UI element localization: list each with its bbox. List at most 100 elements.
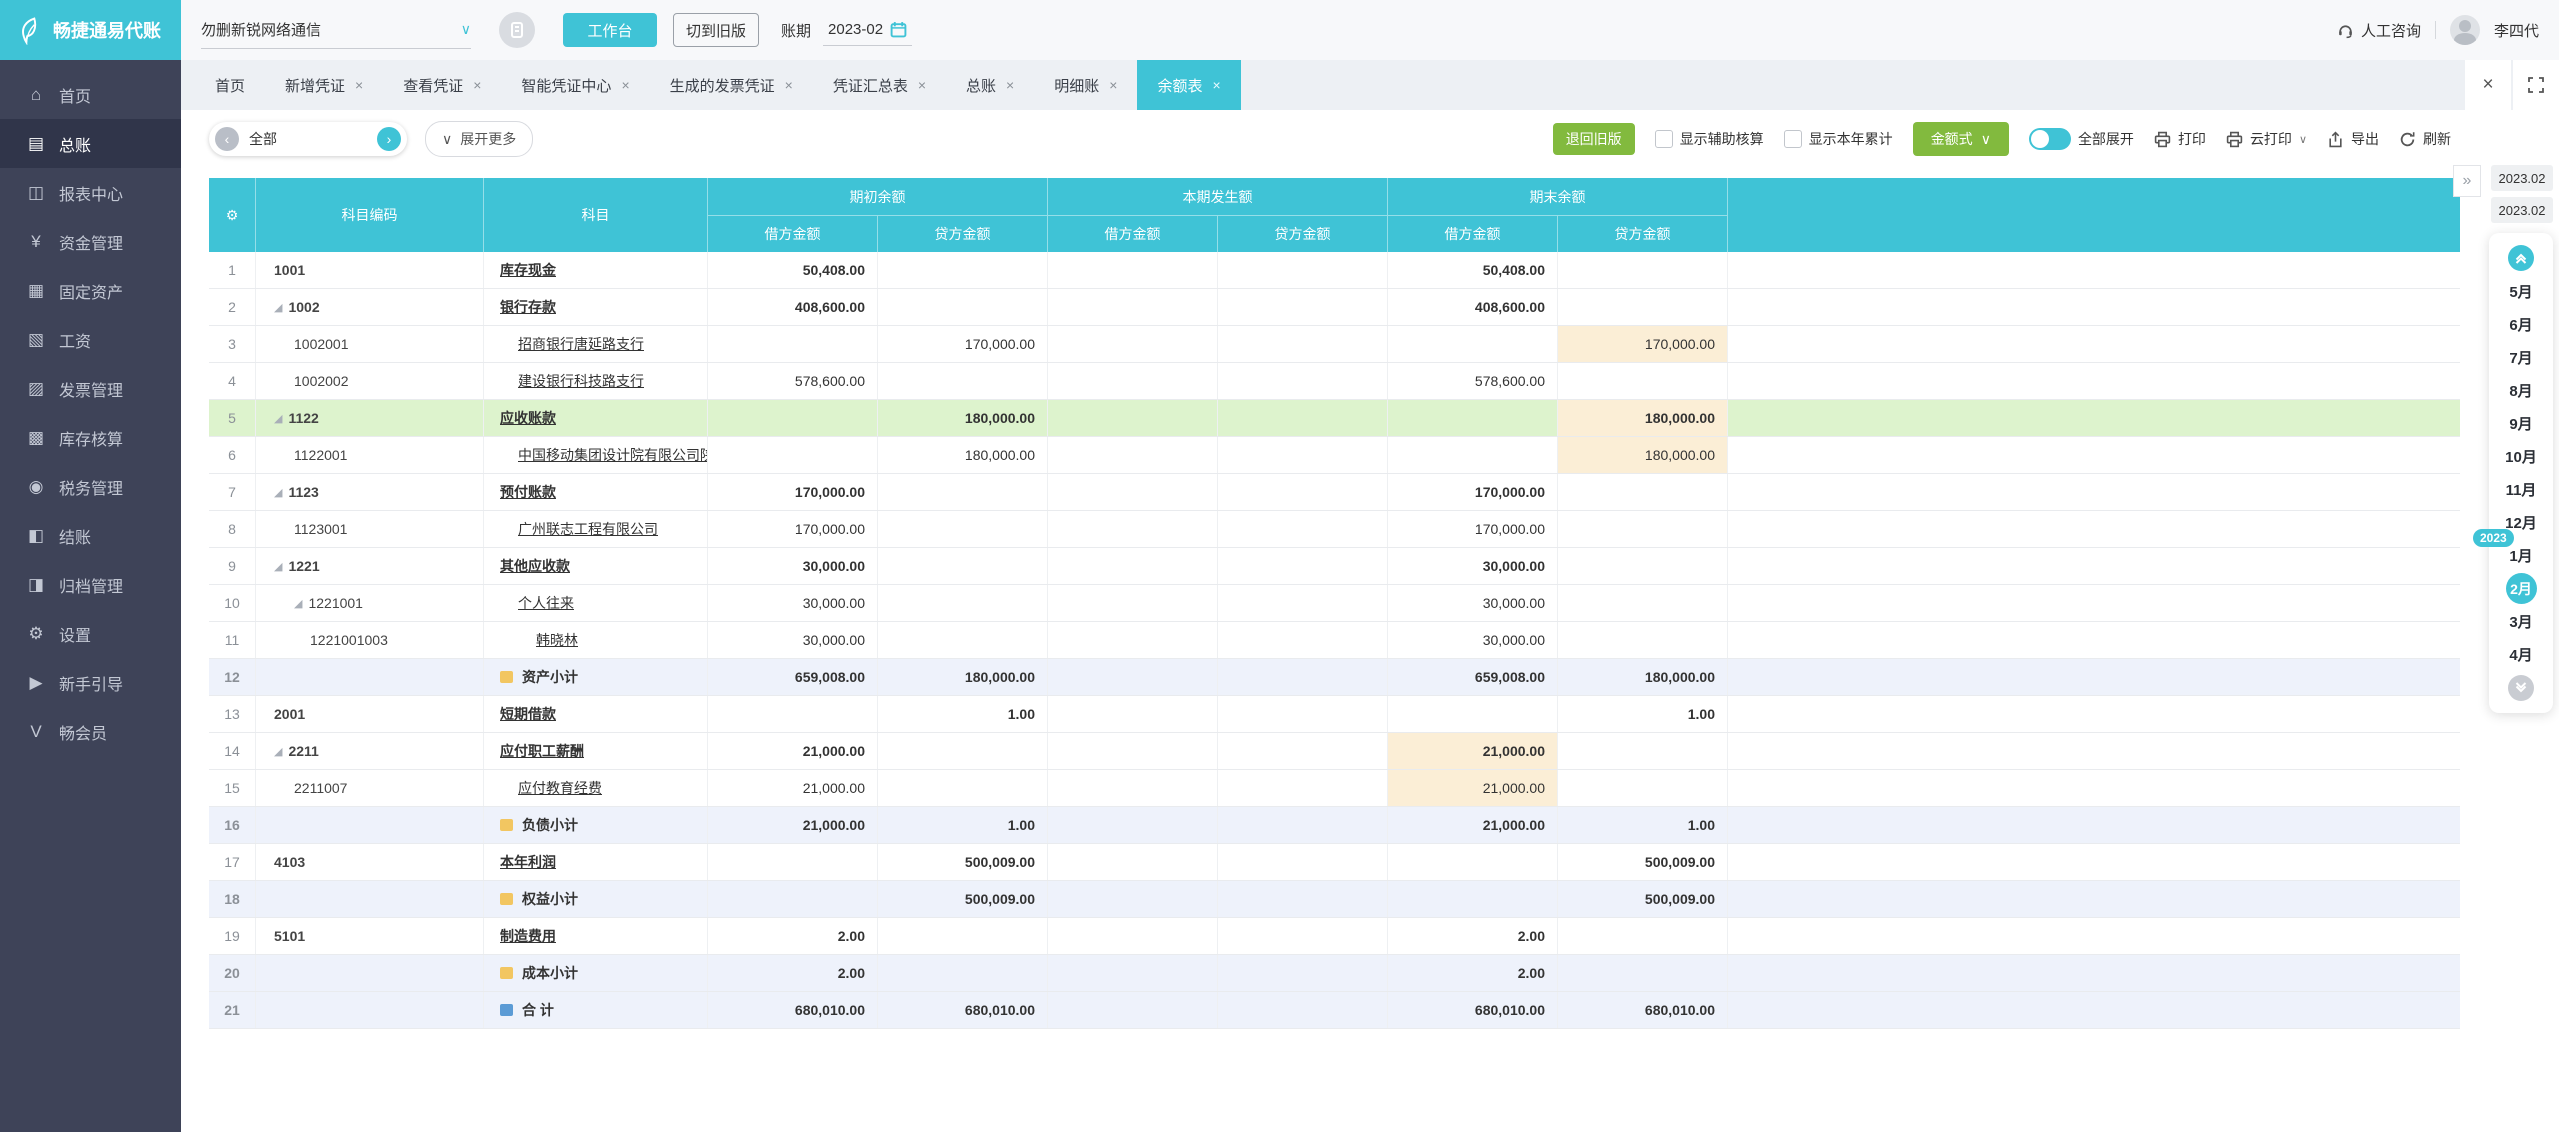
account-book-icon[interactable]	[499, 12, 535, 48]
support-link[interactable]: 人工咨询	[2337, 20, 2421, 41]
workbench-button[interactable]: 工作台	[563, 13, 657, 47]
sidebar-item-report-center[interactable]: ◫ 报表中心	[0, 168, 181, 217]
subject-link[interactable]: 应付职工薪酬	[500, 743, 584, 759]
switch-old-version-button[interactable]: 切到旧版	[673, 13, 760, 47]
period-from-box[interactable]: 2023.02	[2491, 165, 2553, 191]
subject-link[interactable]: 本年利润	[500, 854, 556, 870]
chevron-down-icon: ∨	[460, 21, 471, 37]
fullscreen-icon[interactable]	[2513, 60, 2559, 110]
sidebar-item-guide[interactable]: ▶ 新手引导	[0, 658, 181, 707]
subject-link[interactable]: 银行存款	[500, 299, 556, 315]
scope-next-icon[interactable]: ›	[377, 127, 401, 151]
scope-value[interactable]: 全部	[249, 131, 277, 147]
expand-toggle-icon[interactable]: ◢	[294, 597, 303, 610]
month-item[interactable]: 7月	[2509, 350, 2533, 367]
back-old-version-button[interactable]: 退回旧版	[1552, 123, 1635, 155]
scroll-months-up-icon[interactable]	[2508, 245, 2534, 271]
tab-凭证汇总表[interactable]: 凭证汇总表 ×	[813, 60, 946, 110]
month-item[interactable]: 8月	[2509, 383, 2533, 400]
sidebar-item-home[interactable]: ⌂ 首页	[0, 70, 181, 119]
print-button[interactable]: 打印	[2154, 129, 2206, 149]
show-ytd-checkbox[interactable]: 显示本年累计	[1783, 129, 1893, 149]
amount-cell	[1217, 770, 1387, 806]
period-picker[interactable]: 2023-02	[823, 14, 913, 46]
subject-link[interactable]: 预付账款	[500, 484, 556, 500]
scope-prev-icon[interactable]: ‹	[215, 127, 239, 151]
close-tab-icon[interactable]: ×	[355, 77, 364, 93]
expand-all-toggle[interactable]: 全部展开	[2028, 128, 2134, 150]
sidebar-item-general-ledger[interactable]: ▤ 总账	[0, 119, 181, 168]
expand-toggle-icon[interactable]: ◢	[274, 412, 283, 425]
sidebar-item-salary[interactable]: ▧ 工资	[0, 315, 181, 364]
sidebar-item-invoice[interactable]: ▨ 发票管理	[0, 364, 181, 413]
month-item[interactable]: 3月	[2509, 614, 2533, 631]
month-item[interactable]: 11月	[2505, 482, 2537, 499]
export-button[interactable]: 导出	[2327, 129, 2379, 149]
user-name[interactable]: 李四代	[2493, 22, 2539, 40]
month-item[interactable]: 2023 1月	[2473, 529, 2553, 572]
month-item[interactable]: 5月	[2509, 284, 2533, 301]
expand-toggle-icon[interactable]: ◢	[274, 745, 283, 758]
subject-link[interactable]: 中国移动集团设计院有限公司陕	[518, 447, 707, 463]
sidebar-item-tax[interactable]: ◉ 税务管理	[0, 462, 181, 511]
close-tab-icon[interactable]: ×	[1212, 77, 1221, 93]
amount-style-dropdown[interactable]: 金额式 ∨	[1912, 122, 2009, 156]
cloud-print-dropdown[interactable]: 云打印 ∨	[2226, 129, 2307, 149]
subject-link[interactable]: 短期借款	[500, 706, 556, 722]
user-avatar[interactable]	[2449, 15, 2480, 45]
month-item[interactable]: 4月	[2509, 647, 2533, 664]
expand-toggle-icon[interactable]: ◢	[274, 560, 283, 573]
amount-cell: 170,000.00	[877, 326, 1047, 362]
tab-首页[interactable]: 首页	[195, 60, 265, 110]
close-tab-icon[interactable]: ×	[784, 77, 793, 93]
subject-link[interactable]: 韩晓林	[536, 632, 578, 648]
sidebar-item-fixed-assets[interactable]: ▦ 固定资产	[0, 266, 181, 315]
company-selector[interactable]: 勿删新锐网络通信 ∨	[201, 12, 471, 49]
toggle-on-icon[interactable]	[2028, 128, 2071, 150]
show-aux-checkbox[interactable]: 显示辅助核算	[1654, 129, 1764, 149]
tab-新增凭证[interactable]: 新增凭证 ×	[265, 60, 383, 110]
subject-link[interactable]: 制造费用	[500, 928, 556, 944]
tab-生成的发票凭证[interactable]: 生成的发票凭证 ×	[650, 60, 813, 110]
expand-toggle-icon[interactable]: ◢	[274, 301, 283, 314]
month-item[interactable]: 10月	[2505, 449, 2537, 466]
close-tab-icon[interactable]: ×	[1006, 77, 1015, 93]
refresh-button[interactable]: 刷新	[2399, 129, 2451, 149]
collapse-period-panel-button[interactable]: »	[2453, 165, 2481, 197]
month-item[interactable]: 9月	[2509, 416, 2533, 433]
tab-智能凭证中心[interactable]: 智能凭证中心 ×	[501, 60, 649, 110]
close-all-tabs-icon[interactable]: ×	[2465, 60, 2511, 110]
month-item[interactable]: 6月	[2509, 317, 2533, 334]
close-tab-icon[interactable]: ×	[621, 77, 630, 93]
tab-bar-actions: ×	[2463, 60, 2559, 110]
tab-总账[interactable]: 总账 ×	[946, 60, 1034, 110]
subject-link[interactable]: 应收账款	[500, 410, 556, 426]
close-tab-icon[interactable]: ×	[917, 77, 927, 93]
month-item[interactable]: 12月	[2505, 515, 2537, 532]
sidebar-item-funds[interactable]: ¥ 资金管理	[0, 217, 181, 266]
close-tab-icon[interactable]: ×	[473, 77, 482, 93]
subject-link[interactable]: 个人往来	[518, 595, 574, 611]
subject-link[interactable]: 应付教育经费	[518, 780, 602, 796]
sidebar-item-archive[interactable]: ◨ 归档管理	[0, 560, 181, 609]
sidebar-item-settings[interactable]: ⚙ 设置	[0, 609, 181, 658]
expand-toggle-icon[interactable]: ◢	[274, 486, 283, 499]
subject-link[interactable]: 广州联志工程有限公司	[518, 521, 658, 537]
close-tab-icon[interactable]: ×	[1109, 77, 1118, 93]
subject-link[interactable]: 招商银行唐延路支行	[518, 336, 644, 352]
period-to-box[interactable]: 2023.02	[2491, 197, 2553, 223]
subject-link[interactable]: 建设银行科技路支行	[518, 373, 644, 389]
sidebar-item-inventory[interactable]: ▩ 库存核算	[0, 413, 181, 462]
amount-cell	[877, 918, 1047, 954]
sidebar-item-closing[interactable]: ◧ 结账	[0, 511, 181, 560]
subject-link[interactable]: 其他应收款	[500, 558, 570, 574]
tab-查看凭证[interactable]: 查看凭证 ×	[383, 60, 501, 110]
column-settings-gear-icon[interactable]: ⚙	[225, 206, 239, 223]
expand-more-button[interactable]: ∨ 展开更多	[425, 121, 534, 157]
month-item[interactable]: 2月	[2489, 572, 2553, 605]
scroll-months-down-icon[interactable]	[2508, 675, 2534, 701]
tab-余额表[interactable]: 余额表 ×	[1137, 60, 1241, 110]
tab-明细账[interactable]: 明细账 ×	[1034, 60, 1137, 110]
subject-link[interactable]: 库存现金	[500, 262, 556, 278]
sidebar-item-member[interactable]: V 畅会员	[0, 707, 181, 756]
